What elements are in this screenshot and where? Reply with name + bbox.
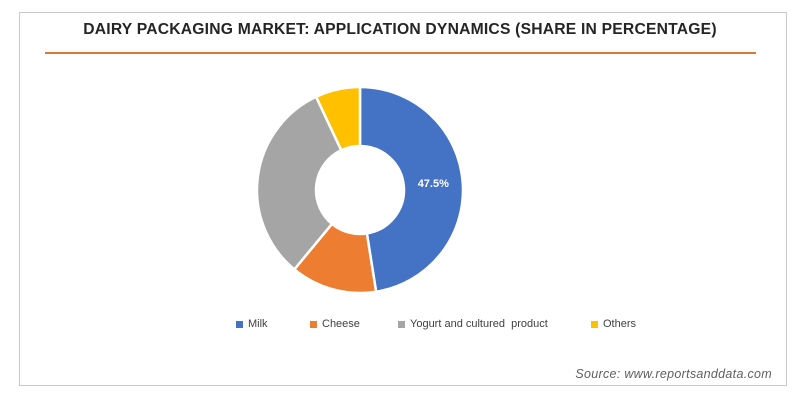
pie-slice-milk xyxy=(358,85,465,293)
pie-slice-yogurt-and-cultured-product xyxy=(255,95,343,271)
legend-label-yogurt-and-cultured-product: Yogurt and cultured product xyxy=(410,318,548,330)
donut-chart: 47.5% xyxy=(255,85,465,295)
legend-item-cheese: Cheese xyxy=(310,317,360,331)
chart-title: DAIRY PACKAGING MARKET: APPLICATION DYNA… xyxy=(83,21,717,38)
legend-swatch-yogurt-and-cultured-product xyxy=(398,320,405,328)
legend-label-others: Others xyxy=(603,318,637,330)
source-attribution: Source: www.reportsanddata.com xyxy=(575,367,772,381)
pie-slice-others xyxy=(314,85,362,152)
legend-item-others: Others xyxy=(591,317,636,331)
title-underline-rule xyxy=(45,52,756,54)
data-label-milk: 47.5% xyxy=(418,178,449,190)
legend-label-milk: Milk xyxy=(248,318,268,330)
legend-swatch-milk xyxy=(236,320,243,328)
legend-swatch-cheese xyxy=(310,320,317,328)
legend-item-milk: Milk xyxy=(236,317,268,331)
legend-swatch-others xyxy=(591,320,598,328)
legend-label-cheese: Cheese xyxy=(322,318,360,330)
legend-item-yogurt-and-cultured-product: Yogurt and cultured product xyxy=(398,317,548,331)
